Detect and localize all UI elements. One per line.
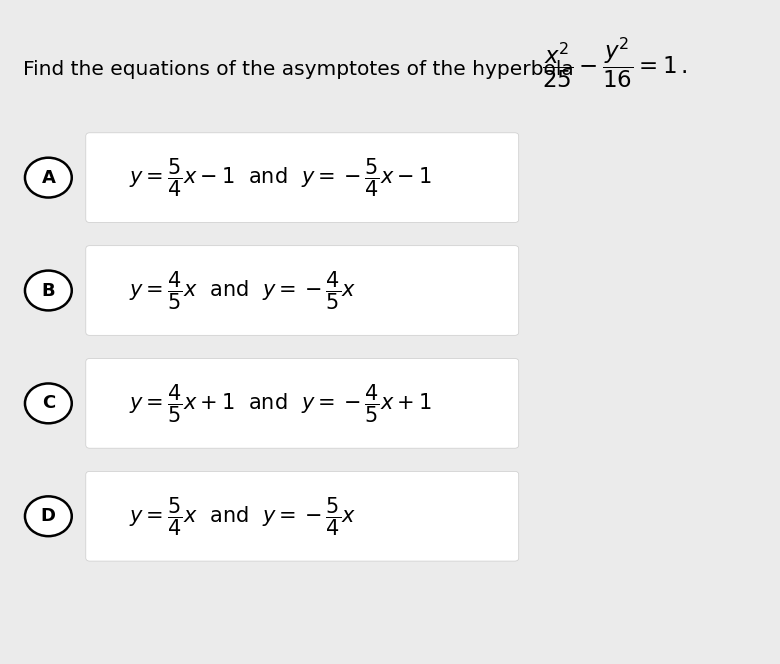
Text: B: B [41,282,55,299]
Text: D: D [41,507,56,525]
Text: A: A [41,169,55,187]
Text: $y = \dfrac{4}{5}x\ \ \mathrm{and}\ \ y = -\dfrac{4}{5}x$: $y = \dfrac{4}{5}x\ \ \mathrm{and}\ \ y … [129,269,356,312]
Text: $\dfrac{x^2}{25} - \dfrac{y^2}{16} = 1\,.$: $\dfrac{x^2}{25} - \dfrac{y^2}{16} = 1\,… [542,36,687,90]
Text: $y = \dfrac{4}{5}x + 1\ \ \mathrm{and}\ \ y = -\dfrac{4}{5}x + 1$: $y = \dfrac{4}{5}x + 1\ \ \mathrm{and}\ … [129,382,431,425]
Text: $y = \dfrac{5}{4}x - 1\ \ \mathrm{and}\ \ y = -\dfrac{5}{4}x - 1$: $y = \dfrac{5}{4}x - 1\ \ \mathrm{and}\ … [129,156,431,199]
Text: $y = \dfrac{5}{4}x\ \ \mathrm{and}\ \ y = -\dfrac{5}{4}x$: $y = \dfrac{5}{4}x\ \ \mathrm{and}\ \ y … [129,495,356,538]
Text: Find the equations of the asymptotes of the hyperbola: Find the equations of the asymptotes of … [23,60,574,79]
Text: C: C [42,394,55,412]
